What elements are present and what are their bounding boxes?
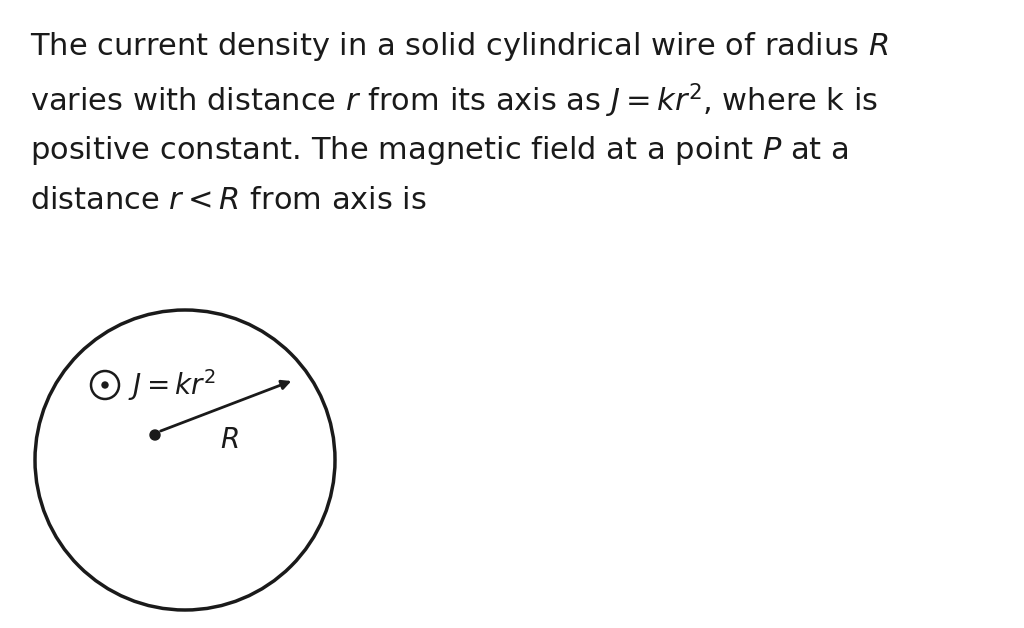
Text: positive constant. The magnetic field at a point $P$ at a: positive constant. The magnetic field at… [30, 134, 849, 167]
Text: The current density in a solid cylindrical wire of radius $R$: The current density in a solid cylindric… [30, 30, 889, 63]
Circle shape [102, 382, 108, 388]
Text: varies with distance $r$ from its axis as $J = kr^2$, where k is: varies with distance $r$ from its axis a… [30, 82, 879, 121]
Text: $J = kr^2$: $J = kr^2$ [128, 367, 216, 403]
Text: $R$: $R$ [220, 426, 239, 454]
Text: distance $r < R$ from axis is: distance $r < R$ from axis is [30, 186, 427, 215]
Circle shape [150, 430, 160, 440]
